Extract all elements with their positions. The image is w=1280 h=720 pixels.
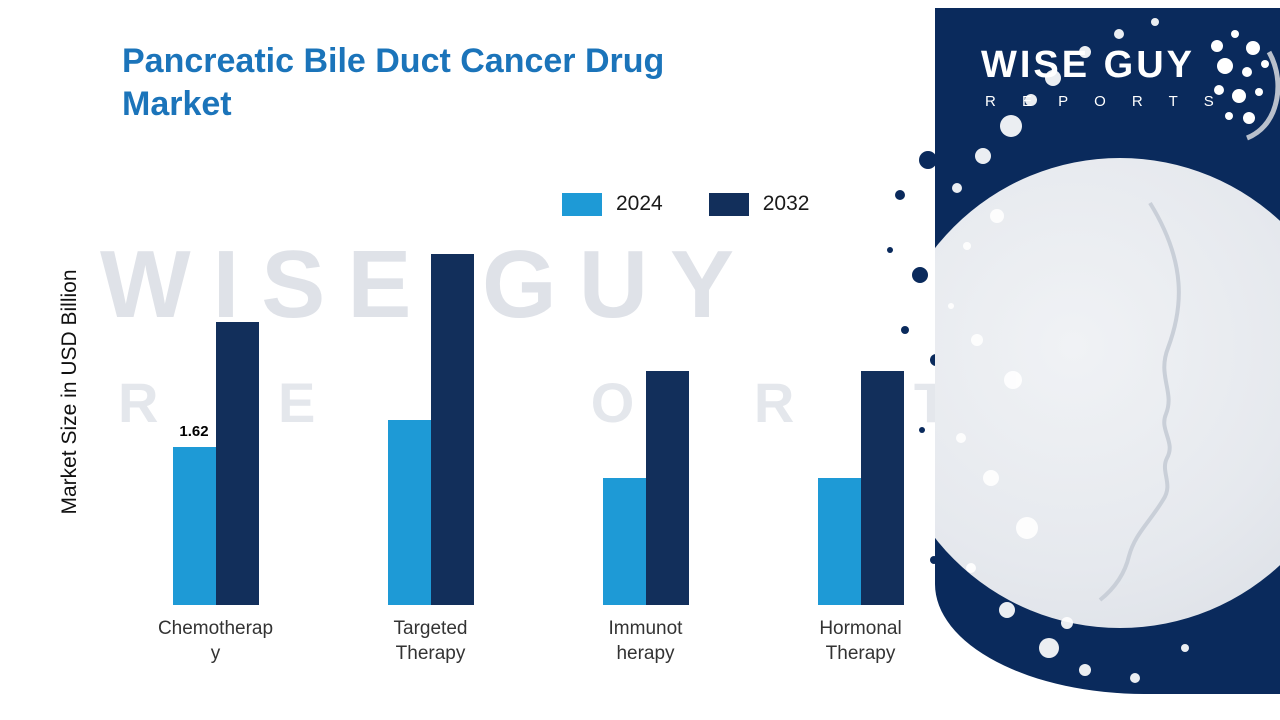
bar-2032-chemotherapy	[215, 322, 259, 605]
legend-label-2032: 2032	[762, 192, 810, 215]
bar-pair: 1.62	[172, 215, 259, 605]
category-label: Hormonal Therapy	[819, 618, 902, 664]
page-title: Pancreatic Bile Duct Cancer Drug Market	[122, 42, 665, 123]
brand-logo-line2: R E P O R T S	[985, 93, 1225, 110]
brand-logo-line1: WISE GUY	[981, 44, 1196, 86]
watermark-line1: WISE GUY	[100, 231, 757, 338]
bar-2024-immunotherapy	[602, 478, 646, 605]
face-outline-path	[1098, 201, 1181, 602]
bar-group-hormonal-therapy: Hormonal Therapy	[753, 215, 968, 675]
bar-2024-hormonal-therapy	[817, 478, 861, 605]
bar-group-targeted-therapy: Targeted Therapy	[323, 215, 538, 675]
bar-group-chemotherapy: 1.62 Chemotherap y	[108, 215, 323, 675]
category-label: Targeted Therapy	[393, 618, 468, 664]
face-profile-graphic	[935, 158, 1280, 628]
bar-value-label: 1.62	[179, 423, 209, 440]
brand-logo: WISE GUY R E P O R T S	[981, 44, 1225, 110]
bar-chart: 1.62 Chemotherap y Targeted Therapy Immunot…	[108, 215, 968, 675]
decorative-panel: WISE GUY R E P O R T S	[935, 8, 1280, 694]
bar-2024-chemotherapy: 1.62	[172, 423, 216, 605]
legend-label-2024: 2024	[616, 192, 663, 215]
logo-head-curve	[1245, 50, 1280, 141]
bar-pair	[602, 215, 689, 605]
legend: 2024 2032	[562, 192, 809, 216]
bar-2024-targeted-therapy	[387, 420, 431, 605]
y-axis-label: Market Size in USD Billion	[58, 269, 81, 515]
category-label: Chemotherap y	[157, 618, 274, 664]
legend-swatch-2032	[708, 192, 749, 216]
bar-group-immunotherapy: Immunot herapy	[538, 215, 753, 675]
bar-2032-targeted-therapy	[430, 254, 474, 605]
bar-2032-hormonal-therapy	[860, 371, 904, 605]
legend-swatch-2024	[562, 192, 602, 216]
panel-dot-pattern	[948, 18, 1280, 683]
bar-2032-immunotherapy	[645, 371, 689, 605]
category-label: Immunot herapy	[608, 618, 683, 664]
bar-pair	[817, 215, 904, 605]
bar-pair	[387, 215, 474, 605]
